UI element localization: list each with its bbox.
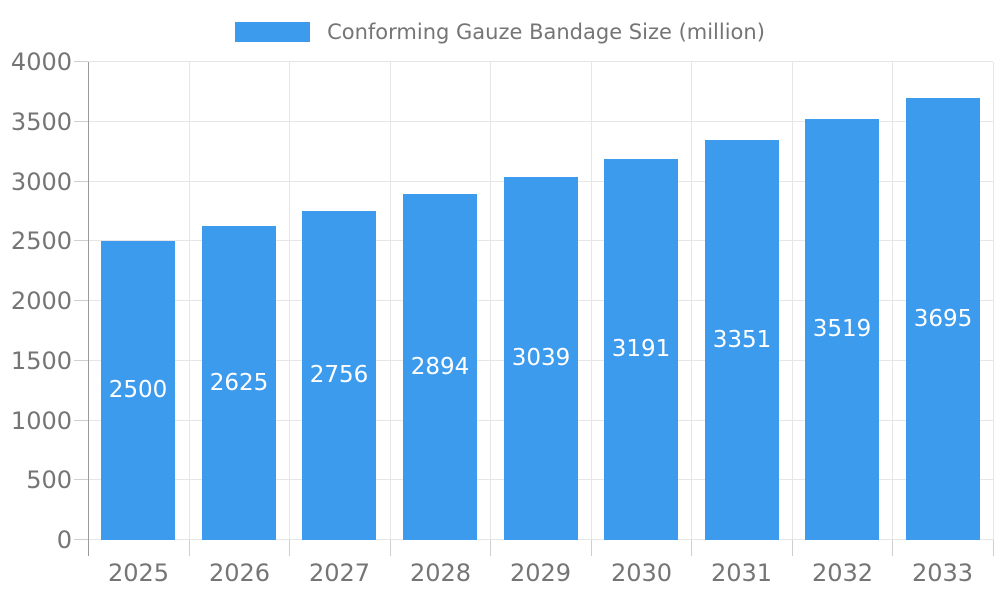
bar-value-label: 3191 bbox=[611, 336, 671, 362]
legend-swatch bbox=[235, 22, 311, 42]
x-axis-tick bbox=[591, 540, 592, 556]
bar-value-label: 3039 bbox=[511, 345, 571, 371]
y-gridline bbox=[88, 61, 993, 62]
bar-value-label: 3695 bbox=[913, 305, 973, 332]
x-axis-tick-label: 2032 bbox=[811, 559, 874, 587]
y-axis-tick bbox=[74, 539, 88, 540]
x-gridline bbox=[490, 62, 491, 540]
y-axis-tick-label: 0 bbox=[56, 526, 72, 554]
x-gridline bbox=[993, 62, 994, 540]
y-axis-tick bbox=[74, 360, 88, 361]
y-axis-tick bbox=[74, 420, 88, 421]
bar[interactable]: 2894 bbox=[403, 194, 477, 540]
x-axis-tick bbox=[691, 540, 692, 556]
bar[interactable]: 3191 bbox=[604, 159, 678, 540]
bar-value-label: 2500 bbox=[108, 377, 168, 403]
bar-value-label: 2625 bbox=[209, 369, 269, 396]
y-axis-line bbox=[88, 62, 89, 556]
x-axis-tick-label: 2031 bbox=[710, 559, 773, 587]
bar[interactable]: 3519 bbox=[805, 119, 879, 540]
y-axis-tick-label: 3000 bbox=[10, 168, 72, 196]
x-axis-tick bbox=[792, 540, 793, 556]
bar-value-label: 3519 bbox=[812, 316, 872, 342]
x-axis-tick bbox=[390, 540, 391, 556]
bar[interactable]: 3039 bbox=[504, 177, 578, 540]
bar[interactable]: 2756 bbox=[302, 211, 376, 540]
y-axis-tick bbox=[74, 479, 88, 480]
y-axis-tick-label: 500 bbox=[26, 466, 72, 494]
y-axis-tick-label: 2000 bbox=[10, 287, 72, 315]
legend[interactable]: Conforming Gauze Bandage Size (million) bbox=[0, 20, 1000, 44]
x-gridline bbox=[591, 62, 592, 540]
y-axis-tick-label: 1500 bbox=[10, 347, 72, 375]
bar[interactable]: 3695 bbox=[906, 98, 980, 540]
x-axis-tick-label: 2030 bbox=[610, 559, 673, 587]
x-axis-tick-label: 2033 bbox=[911, 559, 974, 587]
y-axis-tick-label: 4000 bbox=[10, 48, 72, 76]
bar[interactable]: 2625 bbox=[202, 226, 276, 540]
x-axis-tick-label: 2025 bbox=[107, 559, 170, 587]
y-axis-tick-label: 3500 bbox=[10, 108, 72, 136]
x-gridline bbox=[88, 62, 89, 540]
x-gridline bbox=[189, 62, 190, 540]
bar-value-label: 3351 bbox=[712, 326, 772, 353]
y-axis-tick bbox=[74, 300, 88, 301]
x-gridline bbox=[390, 62, 391, 540]
y-axis-tick bbox=[74, 181, 88, 182]
x-axis-tick-label: 2029 bbox=[509, 559, 572, 587]
x-axis-tick bbox=[189, 540, 190, 556]
y-axis-tick bbox=[74, 240, 88, 241]
x-axis-tick bbox=[289, 540, 290, 556]
x-gridline bbox=[892, 62, 893, 540]
x-axis-tick bbox=[993, 540, 994, 556]
bar[interactable]: 3351 bbox=[705, 140, 779, 540]
y-axis-tick bbox=[74, 61, 88, 62]
bar[interactable]: 2500 bbox=[101, 241, 175, 540]
y-axis-tick-label: 2500 bbox=[10, 227, 72, 255]
y-axis-tick bbox=[74, 121, 88, 122]
x-axis-tick-label: 2028 bbox=[409, 559, 472, 587]
x-axis-tick bbox=[88, 540, 89, 556]
bar-value-label: 2894 bbox=[410, 353, 470, 380]
x-gridline bbox=[289, 62, 290, 540]
x-axis-tick bbox=[490, 540, 491, 556]
legend-label: Conforming Gauze Bandage Size (million) bbox=[327, 20, 765, 44]
x-gridline bbox=[691, 62, 692, 540]
x-axis-tick-label: 2027 bbox=[308, 559, 371, 587]
x-axis-tick bbox=[892, 540, 893, 556]
y-axis-tick-label: 1000 bbox=[10, 407, 72, 435]
bar-value-label: 2756 bbox=[309, 362, 369, 388]
x-axis-tick-label: 2026 bbox=[208, 559, 271, 587]
x-gridline bbox=[792, 62, 793, 540]
